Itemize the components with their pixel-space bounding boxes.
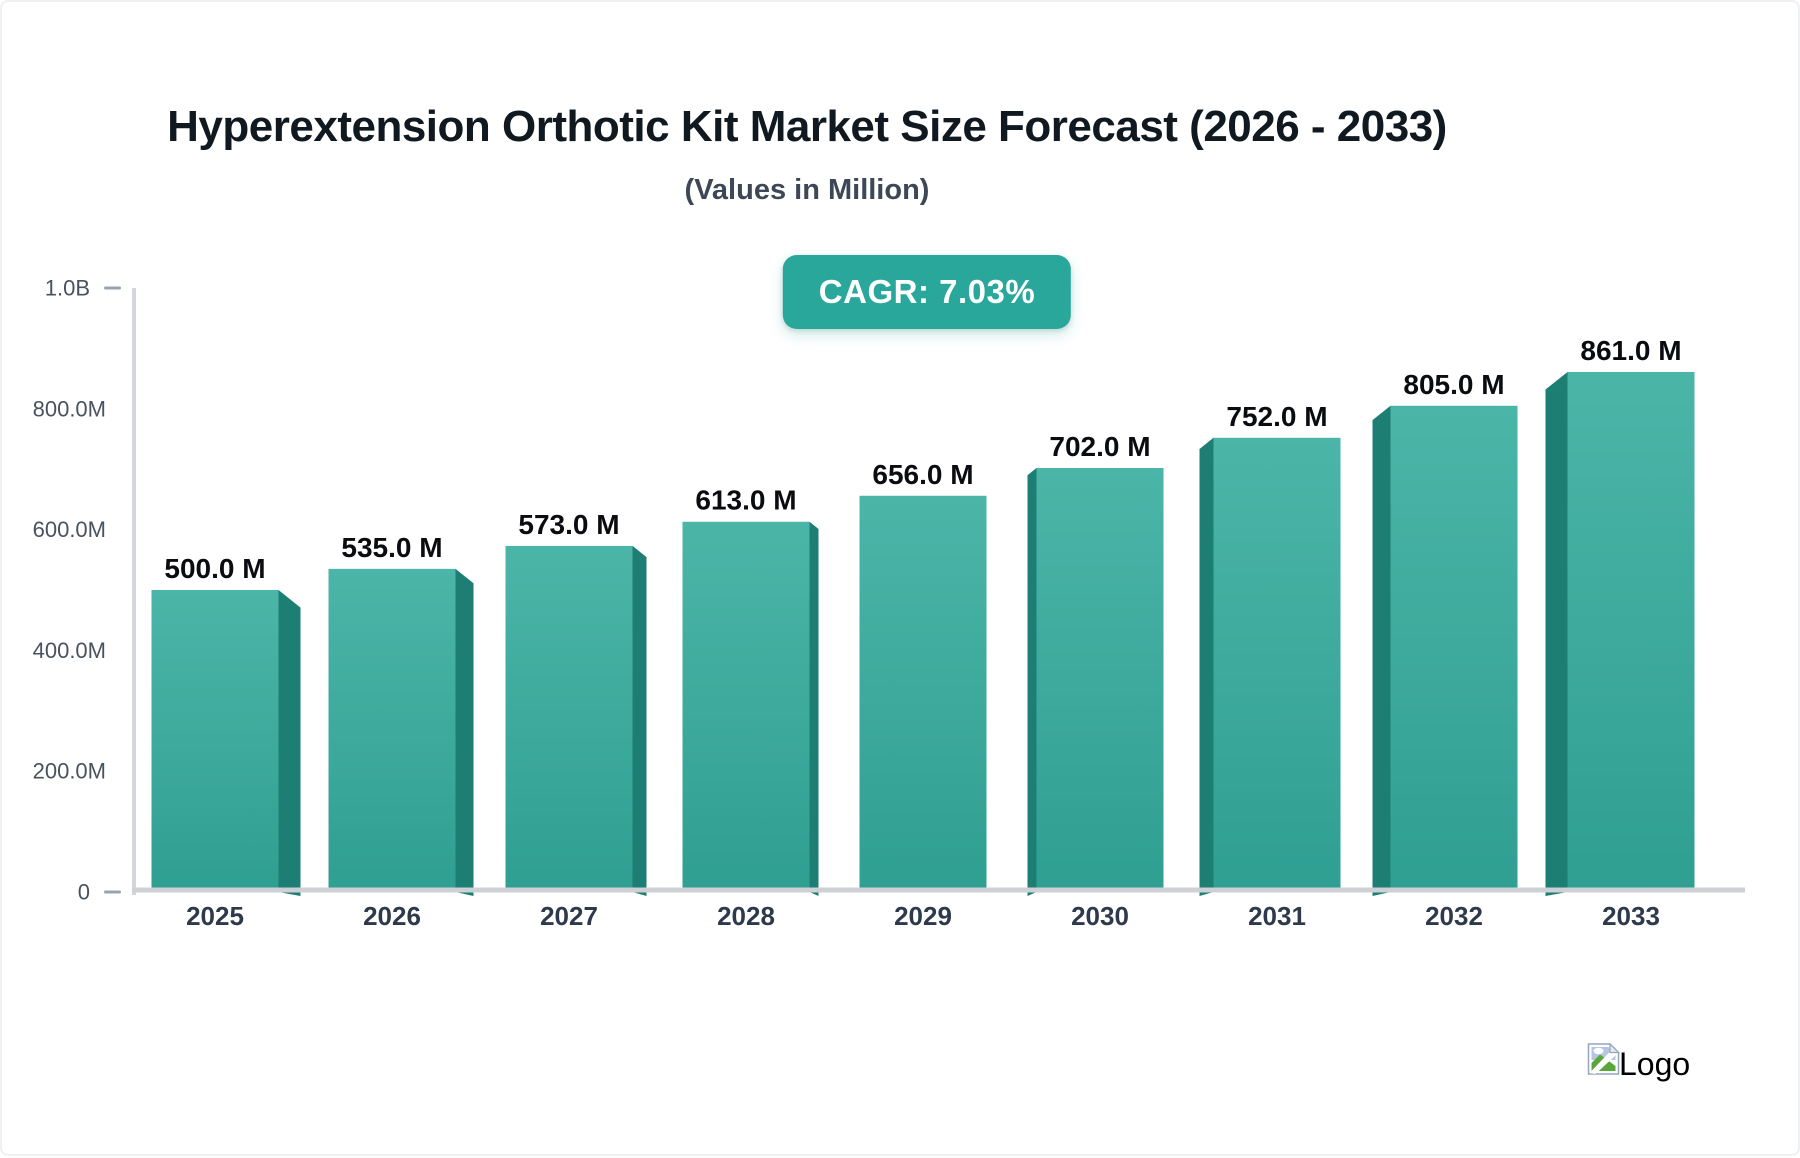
bar-side-2030 (1027, 467, 1037, 896)
logo: Logo (1587, 1042, 1690, 1080)
y-axis-tick-label: 400.0M (33, 638, 106, 663)
bar-value-label: 861.0 M (1580, 335, 1681, 366)
bar-2029 (859, 495, 987, 892)
bar-side-2025 (278, 590, 301, 896)
x-axis-label: 2033 (1602, 901, 1660, 931)
x-axis-label: 2025 (186, 901, 244, 931)
y-axis-tick-dash (104, 286, 121, 290)
bar-value-label: 573.0 M (518, 509, 619, 540)
y-axis-tick-label: 0 (78, 880, 90, 905)
x-axis-label: 2028 (717, 901, 775, 931)
chart-title: Hyperextension Orthotic Kit Market Size … (167, 102, 1447, 151)
broken-image-icon (1587, 1042, 1620, 1075)
x-axis-line (132, 887, 1745, 893)
y-axis-tick-dash (104, 890, 121, 894)
cagr-badge-label: CAGR: 7.03% (818, 273, 1036, 310)
cagr-badge: CAGR: 7.03% (782, 255, 1072, 329)
bar-value-label: 500.0 M (164, 553, 265, 584)
x-axis-label: 2026 (363, 901, 421, 931)
bar-side-2033 (1545, 371, 1568, 896)
y-axis-tick-label: 1.0B (45, 276, 90, 301)
bar-2031 (1213, 437, 1341, 892)
bar-side-2027 (632, 545, 647, 896)
x-axis-label: 2030 (1071, 901, 1129, 931)
bar-2025 (151, 590, 279, 892)
y-axis-tick-label: 800.0M (33, 396, 106, 421)
chart-subtitle: (Values in Million) (684, 174, 930, 206)
bar-value-label: 702.0 M (1049, 431, 1150, 462)
bar-2033 (1567, 371, 1695, 892)
x-axis-label: 2031 (1248, 901, 1306, 931)
y-axis-line (132, 288, 136, 895)
bar-side-2032 (1372, 405, 1391, 896)
bar-2032 (1390, 405, 1518, 892)
bar-2027 (505, 545, 633, 892)
bar-value-label: 613.0 M (695, 485, 796, 516)
bar-side-2028 (809, 521, 819, 896)
bar-side-faces (278, 371, 1568, 896)
bar-2028 (682, 521, 810, 892)
x-axis-label: 2032 (1425, 901, 1483, 931)
bar-value-label: 535.0 M (341, 532, 442, 563)
y-axis-tick-label: 600.0M (33, 517, 106, 542)
x-axis-label: 2029 (894, 901, 952, 931)
bar-side-2031 (1199, 437, 1214, 896)
y-axis-tick-label: 200.0M (33, 759, 106, 784)
bar-value-label: 752.0 M (1226, 401, 1327, 432)
bar-2026 (328, 568, 456, 892)
bar-value-label: 805.0 M (1403, 369, 1504, 400)
bar-2030 (1036, 467, 1164, 892)
x-axis-label: 2027 (540, 901, 598, 931)
bar-side-2026 (455, 568, 474, 896)
bar-value-label: 656.0 M (872, 459, 973, 490)
bar-faces: 500.0 M 535.0 M 573.0 M 613.0 M 656.0 M 702.0… (151, 335, 1695, 892)
logo-alt-text: Logo (1619, 1046, 1691, 1082)
